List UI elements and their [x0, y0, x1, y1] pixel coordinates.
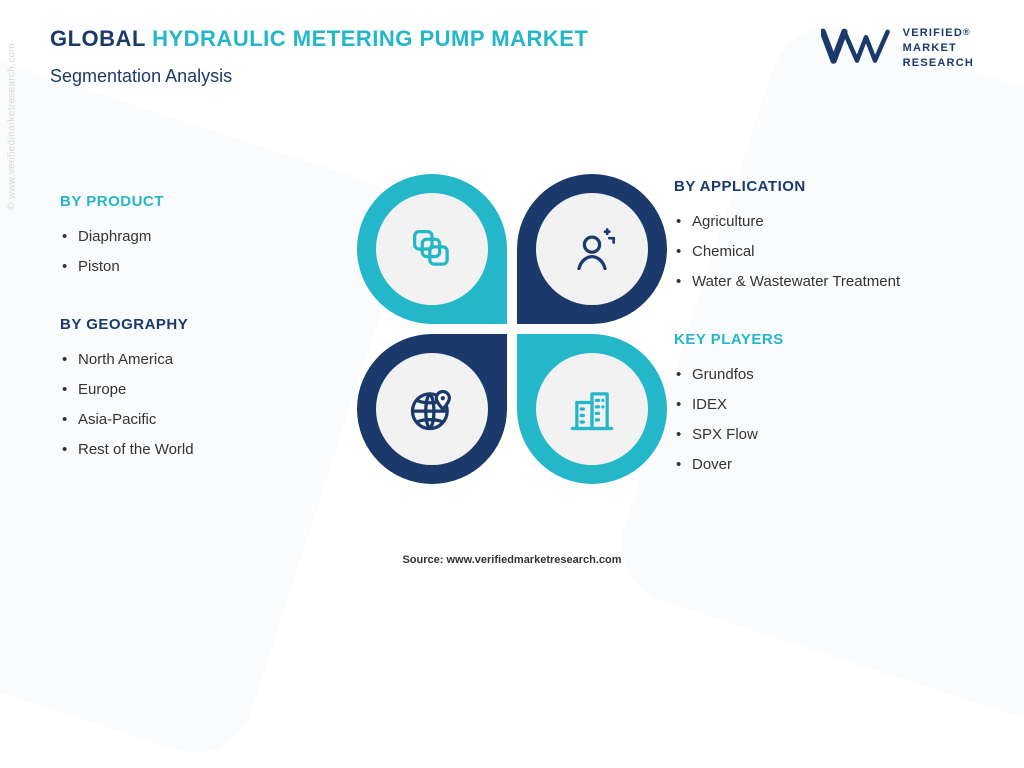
- list-item: Grundfos: [676, 360, 964, 390]
- list-item: SPX Flow: [676, 420, 964, 450]
- layers-icon: [406, 223, 458, 275]
- page-title: GLOBAL HYDRAULIC METERING PUMP MARKET: [50, 26, 821, 52]
- petal-inner: [373, 350, 491, 468]
- logo: VERIFIED® MARKET RESEARCH: [821, 26, 974, 71]
- segment-title-key-players: KEY PLAYERS: [674, 331, 964, 348]
- petal-inner: [533, 190, 651, 308]
- list-item: Diaphragm: [62, 222, 350, 252]
- page-subtitle: Segmentation Analysis: [50, 66, 821, 87]
- segment-title-geography: BY GEOGRAPHY: [60, 316, 350, 333]
- list-item: Piston: [62, 252, 350, 282]
- segment-title-product: BY PRODUCT: [60, 193, 350, 210]
- list-item: Rest of the World: [62, 435, 350, 465]
- right-column: BY APPLICATION Agriculture Chemical Wate…: [674, 178, 964, 480]
- segment-list-geography: North America Europe Asia-Pacific Rest o…: [60, 345, 350, 465]
- petal-grid: [357, 174, 667, 484]
- logo-mark-icon: [821, 28, 893, 68]
- petal-key-players: [517, 334, 667, 484]
- segment-list-product: Diaphragm Piston: [60, 222, 350, 282]
- list-item: Chemical: [676, 237, 964, 267]
- registered-icon: ®: [963, 27, 971, 37]
- segment-key-players: KEY PLAYERS Grundfos IDEX SPX Flow Dover: [674, 331, 964, 480]
- list-item: IDEX: [676, 390, 964, 420]
- list-item: Asia-Pacific: [62, 405, 350, 435]
- segment-list-application: Agriculture Chemical Water & Wastewater …: [674, 207, 964, 297]
- petal-product: [357, 174, 507, 324]
- building-icon: [566, 383, 618, 435]
- content-area: BY PRODUCT Diaphragm Piston BY GEOGRAPHY…: [60, 122, 964, 536]
- logo-line-1: VERIFIED: [903, 27, 963, 39]
- petal-inner: [373, 190, 491, 308]
- list-item: Water & Wastewater Treatment: [676, 267, 964, 297]
- segment-title-application: BY APPLICATION: [674, 178, 964, 195]
- logo-line-3: RESEARCH: [903, 57, 974, 69]
- petal-application: [517, 174, 667, 324]
- logo-text: VERIFIED® MARKET RESEARCH: [903, 26, 974, 71]
- segment-application: BY APPLICATION Agriculture Chemical Wate…: [674, 178, 964, 297]
- list-item: Dover: [676, 450, 964, 480]
- petal-geography: [357, 334, 507, 484]
- segment-list-key-players: Grundfos IDEX SPX Flow Dover: [674, 360, 964, 480]
- center-infographic: [350, 122, 674, 536]
- list-item: North America: [62, 345, 350, 375]
- title-accent: HYDRAULIC METERING PUMP MARKET: [152, 26, 588, 51]
- person-icon: [566, 223, 618, 275]
- title-block: GLOBAL HYDRAULIC METERING PUMP MARKET Se…: [50, 26, 821, 87]
- logo-line-2: MARKET: [903, 42, 957, 54]
- petal-inner: [533, 350, 651, 468]
- segment-geography: BY GEOGRAPHY North America Europe Asia-P…: [60, 316, 350, 465]
- segment-product: BY PRODUCT Diaphragm Piston: [60, 193, 350, 282]
- list-item: Europe: [62, 375, 350, 405]
- left-column: BY PRODUCT Diaphragm Piston BY GEOGRAPHY…: [60, 193, 350, 465]
- watermark-text: © www.verifiedmarketresearch.com: [7, 43, 18, 210]
- source-text: Source: www.verifiedmarketresearch.com: [0, 554, 1024, 566]
- header: GLOBAL HYDRAULIC METERING PUMP MARKET Se…: [50, 26, 974, 87]
- title-prefix: GLOBAL: [50, 26, 152, 51]
- list-item: Agriculture: [676, 207, 964, 237]
- globe-icon: [406, 383, 458, 435]
